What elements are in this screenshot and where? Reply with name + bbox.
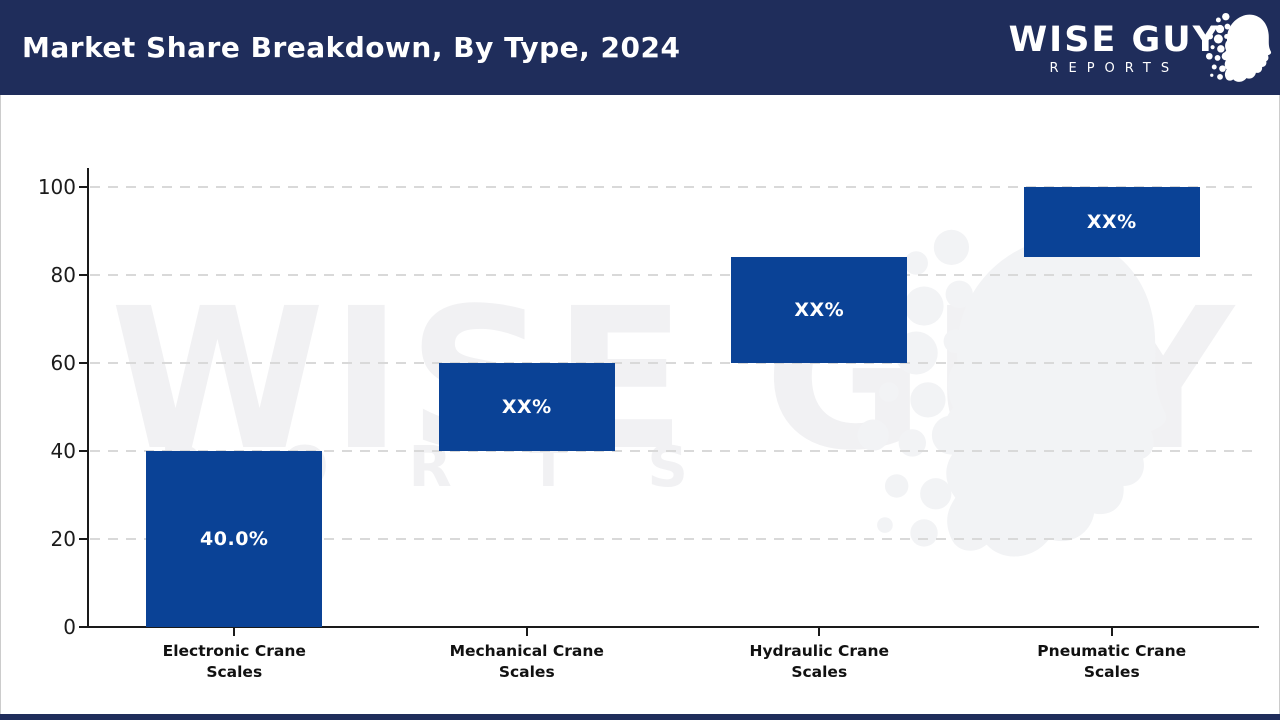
gridline-y-40 [90,450,1256,452]
y-tick-label-80: 80 [50,263,76,287]
bar-value-label: XX% [501,396,552,418]
bar-value-label: XX% [794,299,845,322]
y-tick-mark-0 [79,626,87,628]
bar-value-label: XX% [1086,211,1137,234]
y-axis-line [87,168,89,628]
y-tick-mark-40 [79,450,87,452]
gridline-y-20 [90,538,1256,540]
y-tick-label-60: 60 [50,351,76,375]
x-tick-mark-electronic-crane-scales [233,628,236,636]
bar-electronic-crane-scales: 40.0% [146,451,323,627]
x-tick-mark-mechanical-crane-scales [525,628,528,636]
x-tick-label-mechanical-crane-scales: Mechanical Crane Scales [449,642,604,681]
footer-bar [0,714,1280,720]
y-tick-mark-60 [79,362,87,364]
wiseguy-reports-logo: WISE GUY REPORTS [1009,7,1280,89]
gridline-y-60 [90,362,1256,364]
gridline-y-80 [90,274,1256,276]
y-tick-mark-20 [79,538,87,540]
y-tick-mark-80 [79,274,87,276]
x-tick-mark-hydraulic-crane-scales [818,628,821,636]
header-band: Market Share Breakdown, By Type, 2024 WI… [0,0,1280,95]
bar-mechanical-crane-scales: XX% [438,363,615,451]
chart-title: Market Share Breakdown, By Type, 2024 [22,31,681,64]
logo-wiseguy-label: WISE GUY [1008,19,1220,60]
x-tick-label-electronic-crane-scales: Electronic Crane Scales [162,642,306,681]
x-axis-line [87,626,1259,628]
gridline-y-100 [90,186,1256,188]
y-tick-label-0: 0 [63,615,76,639]
bar-pneumatic-crane-scales: XX% [1023,187,1200,258]
logo-text: WISE GUY REPORTS [1009,20,1220,76]
y-tick-mark-100 [79,186,87,188]
x-tick-label-hydraulic-crane-scales: Hydraulic Crane Scales [749,642,890,681]
y-tick-label-40: 40 [50,439,76,463]
x-tick-mark-pneumatic-crane-scales [1110,628,1113,636]
x-tick-label-pneumatic-crane-scales: Pneumatic Crane Scales [1037,642,1187,681]
logo-reports-label: REPORTS [1049,60,1180,76]
y-tick-label-20: 20 [50,527,76,551]
bar-value-label: 40.0% [200,528,269,550]
bar-hydraulic-crane-scales: XX% [731,257,908,363]
y-tick-label-100: 100 [37,175,76,199]
